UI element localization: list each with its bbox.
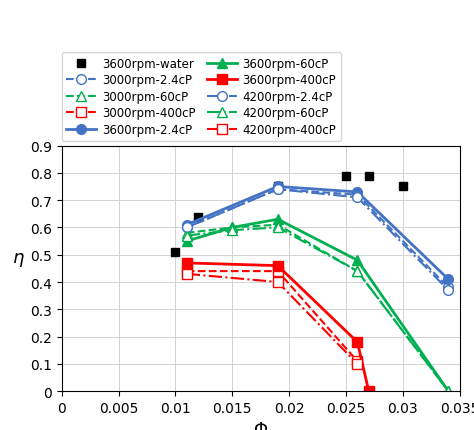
3000rpm-60cP [446,389,451,394]
4200rpm-2.4cP [446,288,451,293]
3000rpm-2.4cP [355,193,360,198]
3600rpm-water [173,250,178,255]
3600rpm-60cP [184,239,190,244]
3000rpm-400cP [355,359,360,364]
Line: 3600rpm-water: 3600rpm-water [171,172,407,257]
3000rpm-60cP [275,223,281,228]
4200rpm-400cP [355,362,360,367]
3000rpm-400cP [275,269,281,274]
3600rpm-water [400,184,406,190]
3600rpm-400cP [275,264,281,269]
3600rpm-400cP [366,389,372,394]
Line: 3000rpm-60cP: 3000rpm-60cP [182,220,453,396]
Line: 4200rpm-2.4cP: 4200rpm-2.4cP [182,185,453,295]
4200rpm-400cP [275,280,281,285]
3600rpm-water [343,174,349,179]
Line: 3600rpm-2.4cP: 3600rpm-2.4cP [182,182,453,285]
3000rpm-60cP [229,225,235,230]
3600rpm-2.4cP [446,277,451,282]
3600rpm-water [195,215,201,220]
4200rpm-400cP [184,272,190,277]
4200rpm-60cP [355,269,360,274]
3000rpm-60cP [355,269,360,274]
3000rpm-60cP [184,231,190,236]
4200rpm-60cP [446,389,451,394]
3600rpm-2.4cP [275,184,281,190]
3600rpm-60cP [229,225,235,230]
3600rpm-60cP [275,217,281,222]
3000rpm-400cP [184,269,190,274]
Line: 4200rpm-400cP: 4200rpm-400cP [182,269,362,369]
4200rpm-60cP [184,233,190,239]
3600rpm-2.4cP [184,223,190,228]
Line: 3600rpm-60cP: 3600rpm-60cP [182,215,453,396]
4200rpm-2.4cP [184,225,190,230]
3600rpm-400cP [184,261,190,266]
4200rpm-60cP [275,225,281,230]
3000rpm-2.4cP [275,187,281,192]
Line: 3000rpm-2.4cP: 3000rpm-2.4cP [182,185,453,293]
4200rpm-2.4cP [355,195,360,200]
Y-axis label: $\eta$: $\eta$ [12,251,25,269]
3600rpm-60cP [355,258,360,263]
3600rpm-60cP [446,389,451,394]
3600rpm-2.4cP [355,190,360,195]
3600rpm-water [275,184,281,190]
Line: 4200rpm-60cP: 4200rpm-60cP [182,223,453,396]
Legend: 3600rpm-water, 3000rpm-2.4cP, 3000rpm-60cP, 3000rpm-400cP, 3600rpm-2.4cP, 3600rp: 3600rpm-water, 3000rpm-2.4cP, 3000rpm-60… [62,53,341,141]
3600rpm-water [366,174,372,179]
3000rpm-2.4cP [184,225,190,230]
Line: 3000rpm-400cP: 3000rpm-400cP [182,267,362,366]
X-axis label: $\Phi$: $\Phi$ [253,421,268,430]
3000rpm-2.4cP [446,285,451,290]
Line: 3600rpm-400cP: 3600rpm-400cP [182,258,374,396]
3600rpm-400cP [355,340,360,345]
4200rpm-60cP [229,228,235,233]
4200rpm-2.4cP [275,187,281,192]
